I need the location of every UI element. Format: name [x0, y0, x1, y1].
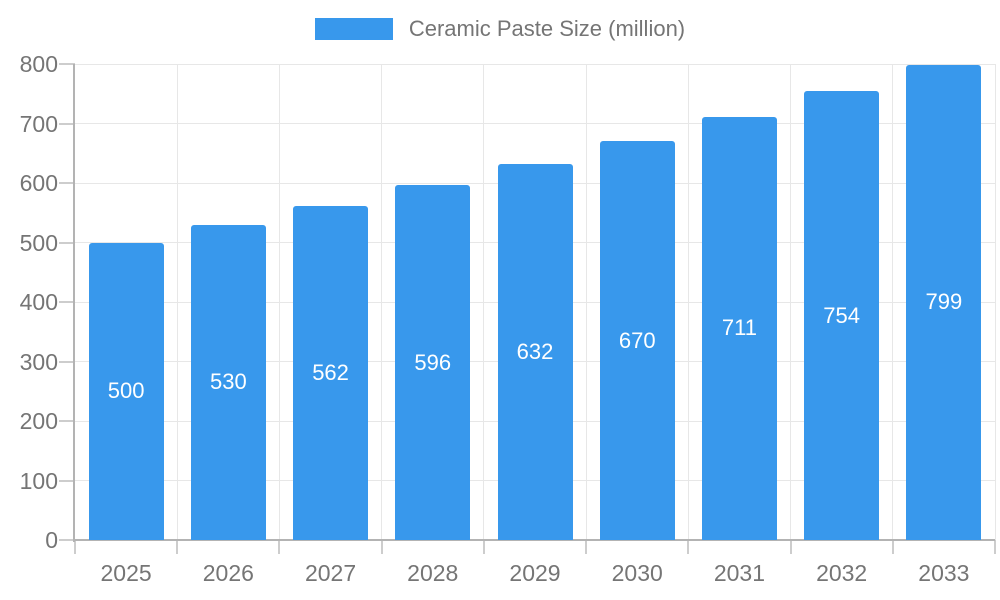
x-tick-mark — [994, 540, 996, 554]
bar-value-label: 754 — [823, 302, 861, 328]
y-tick-label: 100 — [19, 467, 58, 494]
y-tick-mark — [59, 539, 75, 541]
bar-value-label: 500 — [107, 378, 145, 404]
bar-value-label: 530 — [209, 369, 247, 395]
bar-value-label: 711 — [721, 315, 757, 341]
x-gridline — [994, 64, 996, 540]
x-tick-mark — [380, 540, 383, 554]
y-tick-mark — [59, 360, 75, 363]
x-tick-label: 2028 — [407, 560, 459, 586]
x-tick-mark — [278, 540, 281, 554]
bar: 500 — [88, 242, 164, 540]
y-tick-mark — [59, 420, 75, 422]
y-tick-label: 400 — [19, 289, 58, 315]
y-tick-mark — [59, 63, 75, 65]
bar-value-label: 562 — [312, 359, 349, 385]
x-gridline — [892, 64, 894, 540]
bar-value-label: 670 — [618, 327, 656, 353]
x-gridline — [687, 64, 689, 540]
x-tick-label: 2032 — [816, 560, 868, 586]
bar: 562 — [293, 205, 369, 540]
x-gridline — [585, 64, 587, 540]
x-gridline — [278, 64, 280, 540]
bar: 799 — [906, 64, 982, 540]
x-gridline — [790, 64, 792, 540]
x-gridline — [381, 64, 383, 540]
legend-label: Ceramic Paste Size (million) — [408, 16, 686, 41]
x-tick-label: 2026 — [202, 560, 254, 586]
y-tick-mark — [59, 182, 75, 184]
y-tick-mark — [59, 122, 75, 125]
y-gridline — [75, 63, 995, 65]
x-tick-label: 2030 — [611, 560, 663, 586]
x-tick-mark — [687, 540, 690, 554]
y-gridline — [75, 123, 995, 124]
x-tick-mark — [482, 540, 485, 554]
bar: 632 — [497, 163, 573, 540]
x-tick-mark — [891, 540, 894, 554]
bar-value-label: 632 — [516, 338, 554, 364]
x-tick-label: 2033 — [918, 560, 970, 586]
legend[interactable]: Ceramic Paste Size (million) — [0, 16, 1000, 42]
x-tick-mark — [176, 540, 179, 554]
legend-swatch[interactable] — [314, 18, 393, 40]
y-tick-label: 0 — [45, 527, 58, 553]
bar-value-label: 799 — [925, 289, 963, 315]
x-axis-line — [73, 539, 995, 541]
x-gridline — [176, 64, 178, 540]
x-tick-mark — [789, 540, 792, 554]
bar: 670 — [599, 141, 675, 540]
y-tick-label: 800 — [19, 51, 58, 77]
y-tick-mark — [59, 241, 75, 244]
y-tick-label: 500 — [19, 229, 58, 256]
y-tick-label: 200 — [19, 408, 58, 434]
x-tick-label: 2027 — [304, 560, 357, 586]
bar-value-label: 596 — [414, 349, 452, 375]
y-tick-label: 600 — [19, 170, 58, 196]
x-tick-mark — [74, 540, 76, 554]
bar: 711 — [701, 116, 777, 540]
y-tick-mark — [59, 479, 75, 482]
x-tick-label: 2025 — [100, 560, 152, 586]
bar: 530 — [190, 224, 266, 540]
y-tick-label: 700 — [19, 110, 58, 137]
x-tick-mark — [585, 540, 588, 554]
y-tick-label: 300 — [19, 348, 58, 375]
y-tick-mark — [59, 301, 75, 303]
y-axis-line — [73, 64, 75, 542]
x-gridline — [483, 64, 485, 540]
x-tick-label: 2031 — [713, 560, 766, 586]
bar: 754 — [804, 91, 880, 540]
bar: 596 — [395, 185, 471, 540]
x-tick-label: 2029 — [509, 560, 561, 586]
